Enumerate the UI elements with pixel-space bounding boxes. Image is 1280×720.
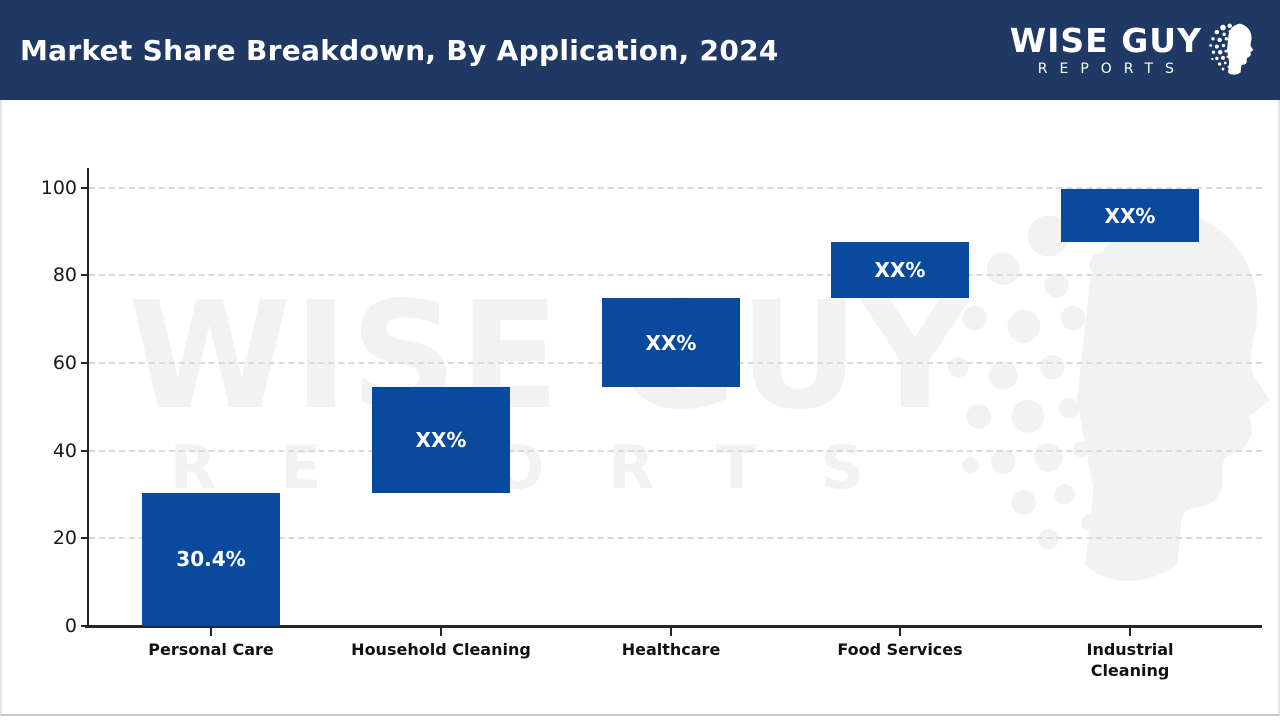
y-tick-label: 80: [52, 264, 77, 287]
y-axis-tick: [81, 274, 89, 277]
y-axis-tick: [81, 361, 89, 364]
bar-value-label: XX%: [645, 330, 697, 355]
y-tick-label: 100: [40, 176, 77, 199]
bar-segment-personal-care: 30.4%: [142, 492, 280, 626]
bar-value-label: XX%: [874, 257, 926, 282]
bar-segment-food-services: XX%: [831, 241, 969, 298]
watermark-text-primary: WISE GUY: [128, 270, 971, 442]
gridline-y-100: [89, 186, 1262, 189]
x-axis-tick: [899, 628, 901, 636]
y-tick-label: 20: [52, 527, 77, 550]
bar-segment-industrial-cleaning: XX%: [1061, 189, 1199, 242]
bar-value-label: 30.4%: [176, 547, 246, 572]
gridline-y-80: [89, 274, 1262, 277]
logo-face-icon: [1206, 11, 1262, 89]
bar-segment-household-cleaning: XX%: [372, 387, 510, 493]
wise-guy-reports-logo: WISE GUY REPORTS: [1010, 11, 1262, 89]
logo-text: WISE GUY REPORTS: [1010, 24, 1202, 76]
gridline-y-40: [89, 449, 1262, 452]
logo-subtitle: REPORTS: [1037, 60, 1186, 77]
y-tick-label: 40: [52, 439, 77, 462]
category-label-healthcare: Healthcare: [621, 640, 721, 659]
x-axis-tick: [210, 628, 212, 636]
y-axis-tick: [81, 186, 89, 189]
x-axis-tick: [1129, 628, 1131, 636]
y-tick-label: 60: [52, 351, 77, 374]
chart-frame: [0, 100, 1280, 716]
header-bar: Market Share Breakdown, By Application, …: [0, 0, 1280, 100]
category-label-industrial-cleaning: Industrial Cleaning: [1086, 640, 1174, 680]
bar-value-label: XX%: [1104, 203, 1156, 228]
y-axis-tick: [81, 449, 89, 452]
y-tick-label: 0: [64, 615, 77, 637]
bar-segment-healthcare: XX%: [602, 298, 740, 387]
x-axis-tick: [440, 628, 442, 636]
chart-title: Market Share Breakdown, By Application, …: [20, 33, 779, 67]
y-axis-tick: [81, 537, 89, 540]
category-label-personal-care: Personal Care: [148, 640, 274, 659]
logo-name: WISE GUY: [1009, 21, 1202, 61]
category-label-food-services: Food Services: [837, 640, 963, 659]
bar-value-label: XX%: [415, 427, 467, 452]
category-label-household-cleaning: Household Cleaning: [351, 640, 531, 659]
y-axis-line: [87, 168, 89, 628]
x-axis-tick: [670, 628, 672, 636]
x-axis-line: [85, 625, 1262, 628]
watermark-text-secondary: REPORTS: [170, 433, 928, 503]
gridline-y-20: [89, 537, 1262, 540]
